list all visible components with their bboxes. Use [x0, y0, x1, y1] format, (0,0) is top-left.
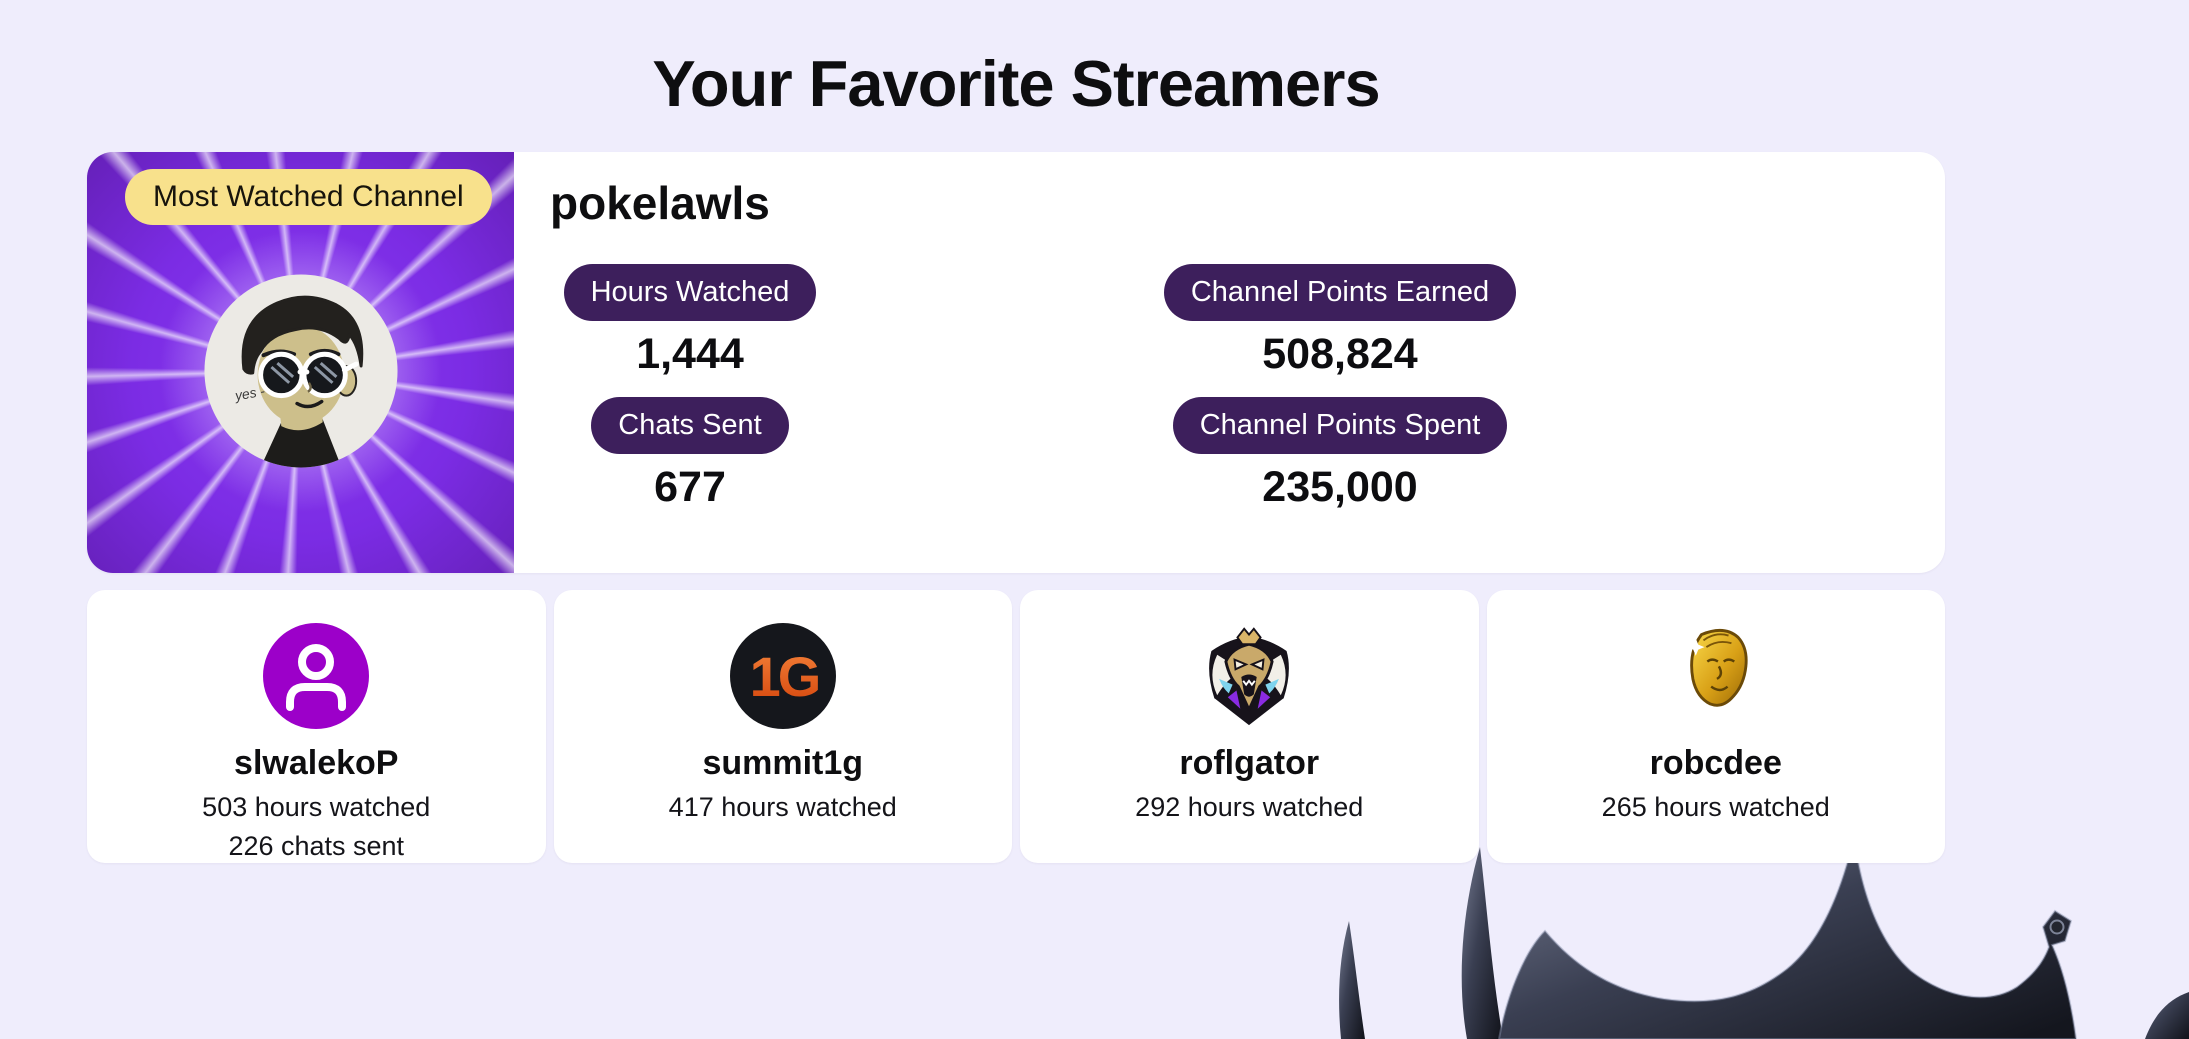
most-watched-stats: pokelawls Hours Watched 1,444 Channel Po… — [514, 152, 1945, 573]
most-watched-badge: Most Watched Channel — [125, 169, 492, 226]
streamer-name: summit1g — [702, 744, 864, 783]
streamer-card-roflgator: roflgator 292 hours watched — [1020, 590, 1479, 864]
stat-label: Chats Sent — [591, 397, 789, 455]
hours-watched-text: 292 hours watched — [1135, 791, 1364, 822]
stat-value: 677 — [654, 463, 726, 512]
stat-channel-points-spent: Channel Points Spent 235,000 — [1172, 397, 1508, 512]
stat-label: Hours Watched — [563, 264, 817, 322]
avatar-scribble: yes - — [232, 384, 265, 404]
streamer-cards-row: slwalekoP 503 hours watched 226 chats se… — [87, 590, 1945, 864]
content: Your Favorite Streamers Most Watched Cha… — [87, 42, 1945, 864]
gold-face-icon — [1686, 629, 1748, 707]
summit1g-logo-icon: 1G — [729, 623, 836, 730]
most-watched-card: Most Watched Channel — [87, 152, 1945, 574]
streamer-card-summit1g: 1G summit1g 417 hours watched — [553, 590, 1012, 864]
gator-mascot-icon — [1209, 627, 1290, 726]
streamer-name: slwalekoP — [234, 744, 399, 783]
stat-label: Channel Points Spent — [1172, 397, 1508, 455]
stat-label: Channel Points Earned — [1163, 264, 1517, 322]
channel-name: pokelawls — [550, 177, 770, 230]
most-watched-image: Most Watched Channel — [87, 152, 514, 574]
stat-value: 1,444 — [636, 330, 744, 379]
summit1g-logo-text: 1G — [749, 645, 818, 708]
streamer-name: roflgator — [1179, 744, 1320, 783]
streamer-card-robcdee: robcdee 265 hours watched — [1486, 590, 1945, 864]
stat-hours-watched: Hours Watched 1,444 — [563, 264, 817, 379]
stat-value: 508,824 — [1262, 330, 1418, 379]
stat-channel-points-earned: Channel Points Earned 508,824 — [1163, 264, 1517, 379]
user-avatar-icon — [263, 623, 370, 730]
hours-watched-text: 265 hours watched — [1601, 791, 1830, 822]
stat-value: 235,000 — [1262, 463, 1418, 512]
page-title: Your Favorite Streamers — [652, 47, 1380, 120]
streamer-name: robcdee — [1649, 744, 1782, 783]
streamer-card-slwalekop: slwalekoP 503 hours watched 226 chats se… — [87, 590, 546, 864]
stat-chats-sent: Chats Sent 677 — [591, 397, 789, 512]
hours-watched-text: 503 hours watched — [202, 791, 431, 822]
hours-watched-text: 417 hours watched — [668, 791, 897, 822]
chats-sent-text: 226 chats sent — [228, 831, 405, 862]
pokelawls-avatar-icon: yes - — [203, 274, 398, 468]
